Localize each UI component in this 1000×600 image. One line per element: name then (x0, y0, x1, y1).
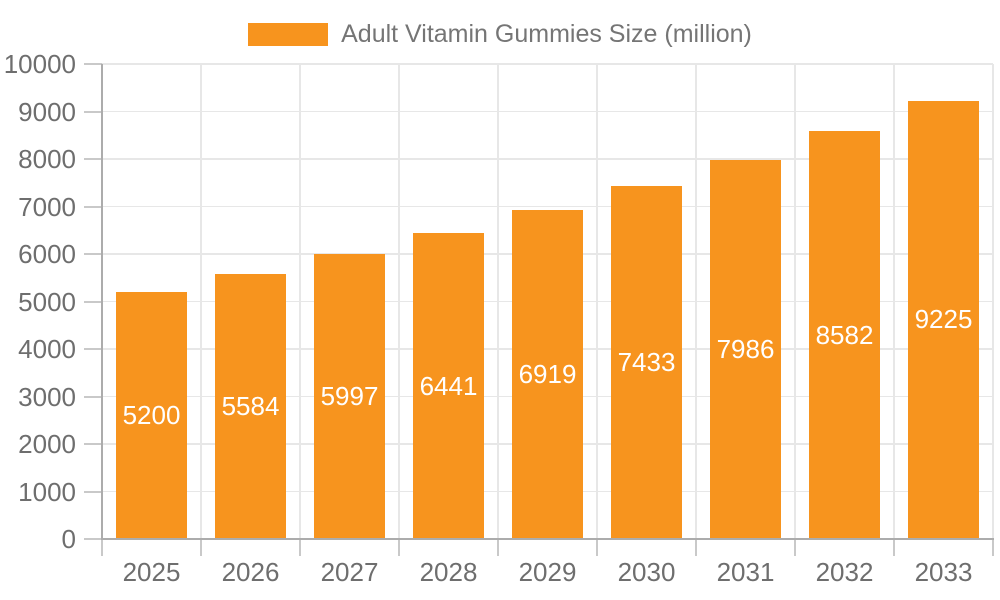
x-axis-label: 2032 (815, 557, 874, 587)
v-gridline (992, 64, 994, 539)
bar-2032[interactable]: 8582 (809, 131, 880, 539)
y-axis-tick-label: 1000 (18, 476, 76, 507)
v-gridline (893, 64, 895, 539)
bar-value-label: 9225 (914, 304, 973, 335)
h-gridline (102, 158, 993, 160)
y-axis-tick (84, 300, 102, 303)
x-axis-label: 2026 (221, 557, 280, 587)
y-axis-tick (84, 205, 102, 208)
y-axis-tick-label: 3000 (18, 381, 76, 412)
y-axis-tick-label: 6000 (18, 239, 76, 269)
v-gridline (596, 64, 598, 539)
x-axis-label: 2028 (419, 557, 478, 587)
bar-2026[interactable]: 5584 (215, 273, 286, 539)
x-axis-label: 2030 (617, 557, 676, 587)
y-axis-tick-label: 10000 (3, 49, 76, 79)
bar-2029[interactable]: 6919 (512, 210, 583, 539)
bar-value-label: 7986 (716, 333, 775, 364)
y-axis-tick-label: 8000 (18, 144, 76, 174)
legend-label: Adult Vitamin Gummies Size (million) (341, 20, 752, 48)
v-gridline (695, 64, 697, 539)
h-gridline (102, 205, 993, 208)
bar-2033[interactable]: 9225 (908, 100, 979, 539)
y-axis-tick (84, 538, 102, 540)
y-axis-tick (84, 158, 102, 160)
x-axis-tick (398, 539, 400, 556)
x-axis-tick (101, 539, 103, 556)
x-axis-label: 2033 (914, 557, 973, 587)
bar-value-label: 6919 (518, 359, 577, 390)
x-axis-tick (200, 539, 202, 556)
y-axis-tick-label: 4000 (18, 334, 76, 364)
v-gridline (200, 64, 202, 539)
x-axis-label: 2031 (716, 557, 775, 587)
x-axis-line (101, 538, 994, 540)
y-axis-tick (84, 110, 102, 113)
legend-swatch (248, 22, 329, 46)
bar-2031[interactable]: 7986 (710, 159, 781, 539)
y-axis-tick-label: 9000 (18, 96, 76, 127)
x-axis-tick (992, 539, 994, 556)
x-axis-tick (695, 539, 697, 556)
y-axis-tick (84, 348, 102, 350)
bar-value-label: 6441 (419, 370, 478, 401)
x-axis-tick (299, 539, 301, 556)
x-axis-label: 2027 (320, 557, 379, 587)
v-gridline (497, 64, 499, 539)
y-axis-tick (84, 490, 102, 493)
x-axis-tick (497, 539, 499, 556)
bar-value-label: 7433 (617, 346, 676, 377)
y-axis-tick (84, 63, 102, 65)
y-axis-tick-label: 2000 (18, 429, 76, 459)
h-gridline (102, 63, 993, 65)
bar-2028[interactable]: 6441 (413, 233, 484, 539)
h-gridline (102, 110, 993, 113)
bar-2027[interactable]: 5997 (314, 254, 385, 539)
y-axis-tick (84, 395, 102, 398)
x-axis-label: 2029 (518, 557, 577, 587)
y-axis-tick-label: 0 (61, 524, 76, 554)
y-axis-tick (84, 253, 102, 255)
x-axis-tick (893, 539, 895, 556)
bar-value-label: 8582 (815, 319, 874, 350)
bar-value-label: 5584 (221, 390, 280, 421)
y-axis-tick-label: 7000 (18, 191, 76, 222)
x-axis-tick (596, 539, 598, 556)
v-gridline (398, 64, 400, 539)
bar-2025[interactable]: 5200 (116, 292, 187, 539)
v-gridline (794, 64, 796, 539)
bar-value-label: 5200 (122, 400, 181, 430)
y-axis-tick (84, 443, 102, 445)
x-axis-tick (794, 539, 796, 556)
bar-value-label: 5997 (320, 381, 379, 412)
legend[interactable]: Adult Vitamin Gummies Size (million) (0, 20, 1000, 48)
y-axis-tick-label: 5000 (18, 286, 76, 317)
y-axis-line (101, 64, 103, 540)
bar-2030[interactable]: 7433 (611, 185, 682, 539)
v-gridline (299, 64, 301, 539)
x-axis-label: 2025 (122, 557, 181, 587)
